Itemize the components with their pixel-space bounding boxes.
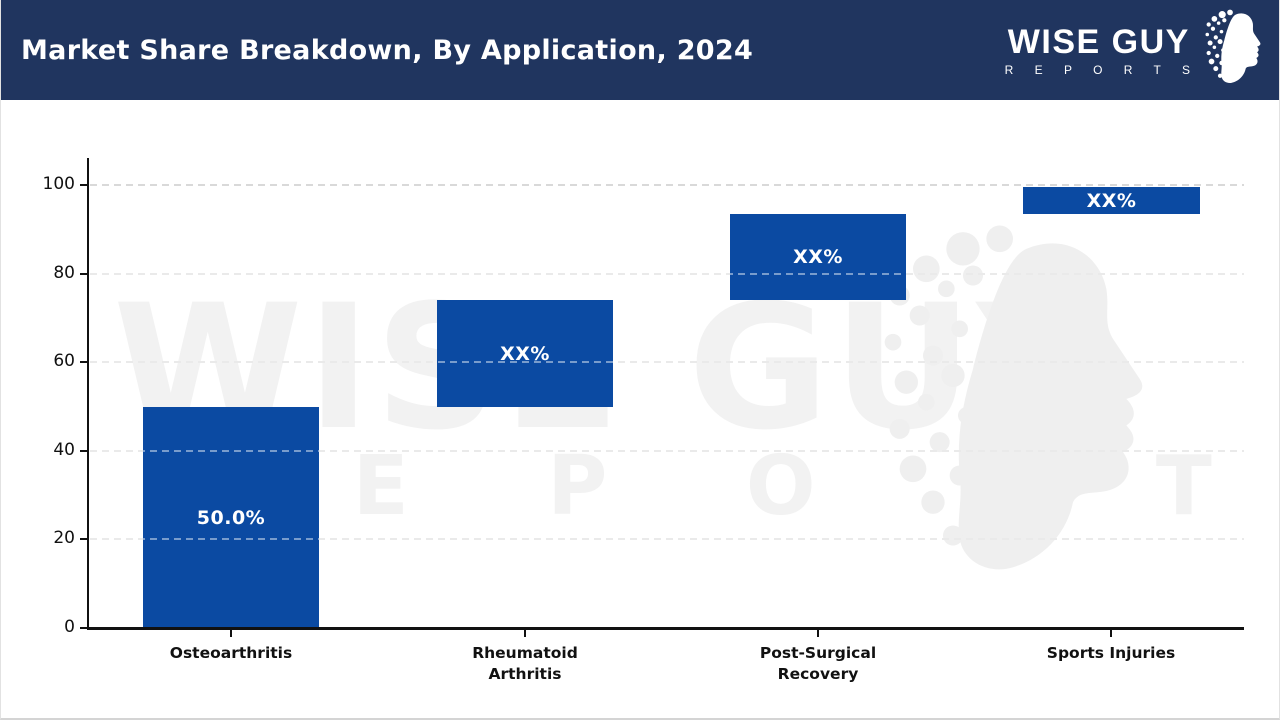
brand-subtitle: R E P O R T S	[1004, 62, 1199, 77]
x-tick-mark	[230, 630, 232, 637]
bar-value-label: XX%	[793, 246, 843, 268]
x-category-label: Rheumatoid Arthritis	[405, 643, 645, 685]
gridline-80	[90, 273, 1244, 275]
x-axis-line	[87, 627, 1244, 630]
y-tick-label: 60	[53, 351, 75, 371]
x-category-label: Osteoarthritis	[111, 643, 351, 664]
brand-logo-text: WISE GUY R E P O R T S	[999, 24, 1199, 77]
bar-osteoarthritis: 50.0%	[143, 407, 319, 628]
y-axis-line	[87, 158, 89, 630]
brand-logo: WISE GUY R E P O R T S	[999, 8, 1267, 92]
y-tick-mark	[80, 361, 88, 363]
gridline-over-20	[90, 538, 1244, 540]
bar-post-surgical-recovery: XX%	[730, 214, 906, 300]
gridline-40	[90, 450, 1244, 452]
y-tick-label: 100	[42, 174, 75, 194]
bar-value-label: XX%	[1086, 189, 1137, 212]
x-tick-mark	[817, 630, 819, 637]
brand-name: WISE GUY	[1007, 22, 1190, 61]
bar-value-label: XX%	[500, 342, 550, 365]
bar-value-label: 50.0%	[196, 506, 266, 529]
gridline-over-80	[90, 273, 1244, 275]
y-tick-label: 0	[64, 617, 75, 637]
gridline-100	[90, 184, 1244, 186]
gridline-60	[90, 361, 1244, 363]
y-tick-mark	[80, 450, 88, 452]
bar-rheumatoid-arthritis: XX%	[437, 300, 613, 407]
y-tick-label: 40	[53, 440, 75, 460]
category-line: Osteoarthritis	[169, 644, 293, 662]
bar-sports-injuries: XX%	[1023, 187, 1200, 214]
x-category-label: Sports Injuries	[991, 643, 1231, 664]
gridline-over-40	[90, 450, 1244, 452]
y-tick-label: 20	[53, 528, 75, 548]
gridline-20	[90, 538, 1244, 540]
x-category-label: Post-Surgical Recovery	[698, 643, 938, 685]
category-line: Arthritis	[488, 665, 562, 683]
page-title: Market Share Breakdown, By Application, …	[21, 34, 754, 66]
category-line: Recovery	[777, 665, 859, 683]
x-tick-mark	[524, 630, 526, 637]
x-tick-mark	[1110, 630, 1112, 637]
category-line: Sports Injuries	[1046, 644, 1176, 662]
y-tick-mark	[80, 627, 88, 629]
y-tick-label: 80	[53, 263, 75, 283]
header-bar: Market Share Breakdown, By Application, …	[1, 0, 1279, 100]
category-line: Post-Surgical	[759, 644, 877, 662]
y-tick-mark	[80, 184, 88, 186]
y-tick-mark	[80, 273, 88, 275]
gridline-over-60	[90, 361, 1244, 363]
category-line: Rheumatoid	[472, 644, 578, 662]
y-tick-mark	[80, 538, 88, 540]
watermark-face-icon	[873, 222, 1173, 593]
wiseguy-face-logo-icon	[1203, 8, 1267, 92]
